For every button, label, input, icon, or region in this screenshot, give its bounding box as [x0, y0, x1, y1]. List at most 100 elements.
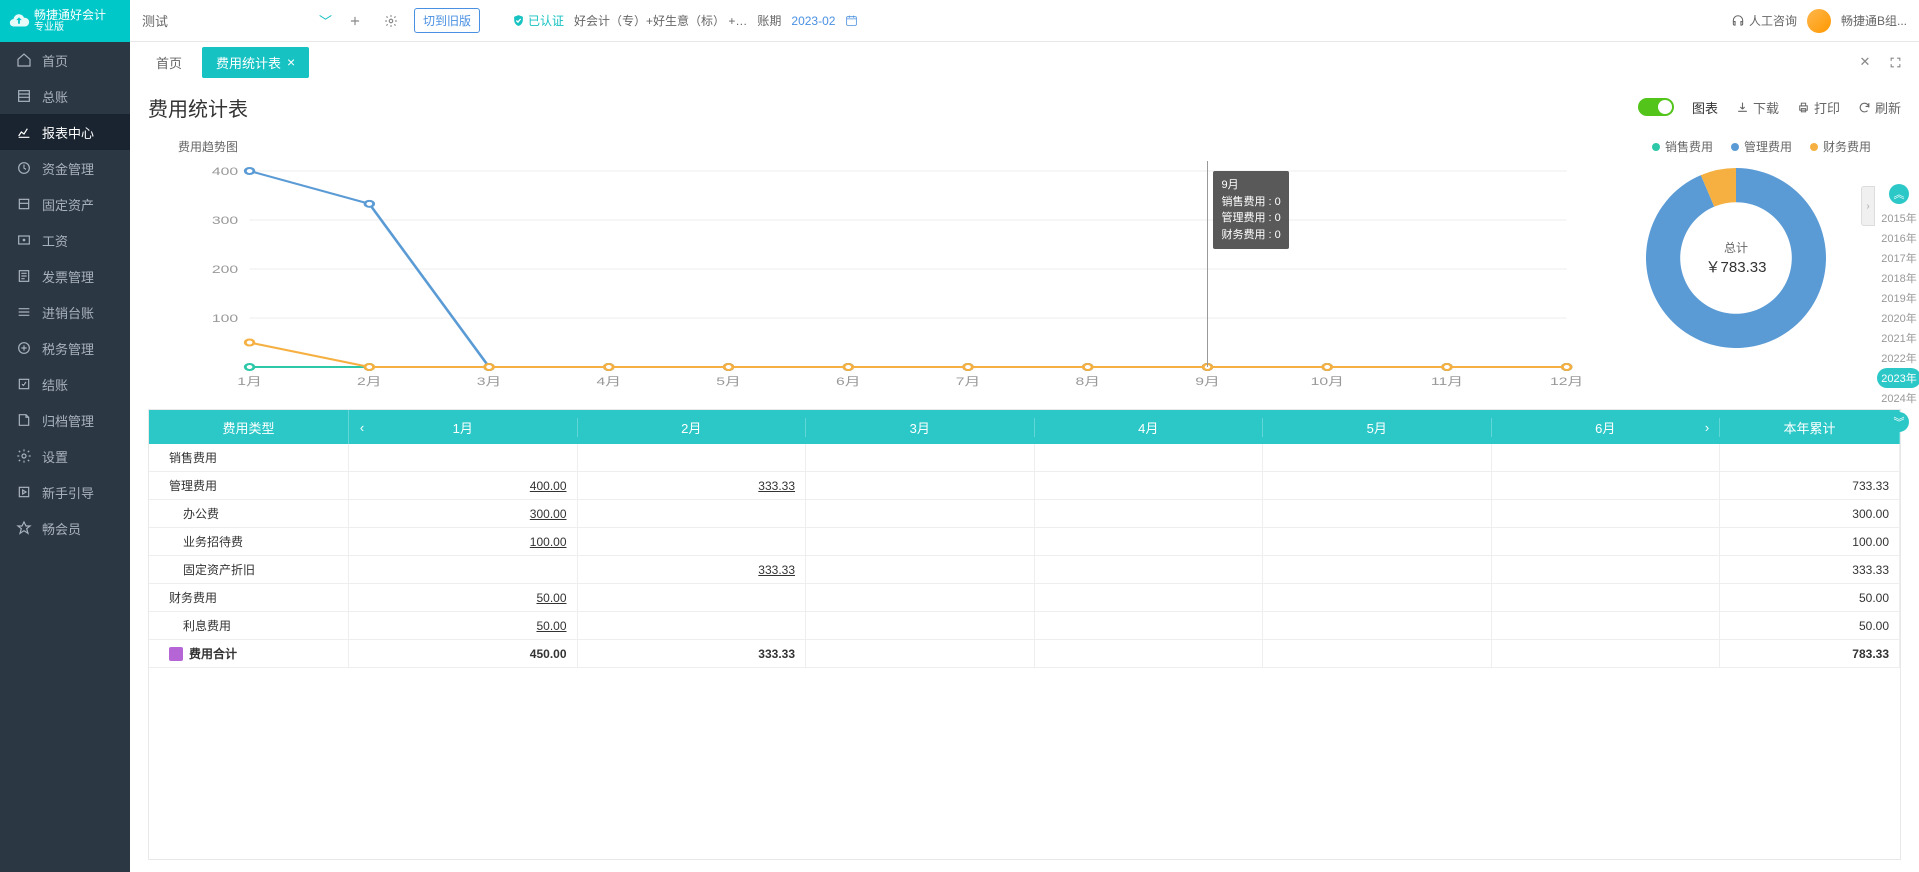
row-cell[interactable]: 300.00: [349, 500, 578, 527]
year-down-button[interactable]: ︾: [1889, 412, 1909, 432]
table-prev-button[interactable]: ‹: [349, 410, 375, 444]
legend-item[interactable]: 销售费用: [1652, 138, 1713, 155]
settings-button[interactable]: [378, 8, 404, 34]
company-select[interactable]: 测试 ﹀: [142, 11, 332, 30]
avatar[interactable]: [1807, 9, 1831, 33]
page-tabs: 首页费用统计表× ✕: [130, 42, 1919, 82]
row-cell: [578, 500, 807, 527]
legend-item[interactable]: 财务费用: [1810, 138, 1871, 155]
row-cell: [806, 500, 1035, 527]
row-cell: [1492, 556, 1721, 583]
year-button[interactable]: 2024年: [1877, 388, 1919, 408]
nav-icon: [16, 88, 32, 104]
th-month: 1月: [349, 418, 578, 437]
row-label: 办公费: [149, 500, 349, 527]
sidebar-item-10[interactable]: 归档管理: [0, 402, 130, 438]
download-button[interactable]: 下载: [1736, 98, 1779, 117]
table-next-button[interactable]: ›: [1694, 410, 1720, 444]
row-cell[interactable]: 400.00: [349, 472, 578, 499]
row-total: 100.00: [1720, 528, 1900, 555]
year-button[interactable]: 2017年: [1877, 248, 1919, 268]
sidebar-item-2[interactable]: 报表中心: [0, 114, 130, 150]
company-name: 测试: [142, 11, 168, 30]
expand-icon: [1889, 56, 1902, 69]
th-month: 4月: [1035, 418, 1264, 437]
calendar-icon[interactable]: [845, 14, 858, 27]
nav-icon: [16, 268, 32, 284]
fullscreen-button[interactable]: [1883, 50, 1907, 74]
tab-close-all-button[interactable]: ✕: [1853, 50, 1877, 74]
table-sum-row: 费用合计450.00333.33783.33: [149, 640, 1900, 668]
row-cell: [1035, 612, 1264, 639]
add-button[interactable]: [342, 8, 368, 34]
donut-center-label: 总计: [1724, 239, 1748, 256]
support-button[interactable]: 人工咨询: [1731, 12, 1797, 29]
row-cell[interactable]: 100.00: [349, 528, 578, 555]
th-month: 3月: [806, 418, 1035, 437]
year-button[interactable]: 2019年: [1877, 288, 1919, 308]
year-button[interactable]: 2015年: [1877, 208, 1919, 228]
sidebar-item-8[interactable]: 税务管理: [0, 330, 130, 366]
year-button[interactable]: 2023年: [1877, 368, 1919, 388]
sidebar-item-label: 工资: [42, 231, 68, 250]
rail-collapse-button[interactable]: ›: [1861, 186, 1875, 226]
brand-logo[interactable]: 畅捷通好会计 专业版: [0, 0, 130, 42]
sidebar-item-6[interactable]: 发票管理: [0, 258, 130, 294]
sidebar-item-7[interactable]: 进销台账: [0, 294, 130, 330]
row-cell[interactable]: 333.33: [578, 556, 807, 583]
close-icon[interactable]: ×: [287, 54, 295, 70]
row-cell: [806, 612, 1035, 639]
year-button[interactable]: 2021年: [1877, 328, 1919, 348]
period-value[interactable]: 2023-02: [791, 14, 835, 28]
row-cell: [1263, 444, 1492, 471]
sidebar-item-12[interactable]: 新手引导: [0, 474, 130, 510]
nav-icon: [16, 232, 32, 248]
row-cell[interactable]: 50.00: [349, 584, 578, 611]
switch-old-button[interactable]: 切到旧版: [414, 8, 480, 33]
print-button[interactable]: 打印: [1797, 98, 1840, 117]
verified-badge: 已认证: [512, 12, 564, 29]
topbar: 测试 ﹀ 切到旧版 已认证 好会计（专）+好生意（标） +… 账期 2023-0…: [130, 0, 1919, 42]
th-month: 5月: [1263, 418, 1492, 437]
row-cell: [806, 528, 1035, 555]
year-up-button[interactable]: ︽: [1889, 184, 1909, 204]
chart-toggle[interactable]: [1638, 98, 1674, 116]
user-name[interactable]: 畅捷通B组...: [1841, 12, 1907, 29]
nav-icon: [16, 340, 32, 356]
sum-icon: [169, 647, 183, 661]
download-icon: [1736, 101, 1749, 114]
tab-1[interactable]: 费用统计表×: [202, 47, 309, 78]
table-row: 销售费用: [149, 444, 1900, 472]
year-button[interactable]: 2022年: [1877, 348, 1919, 368]
nav-icon: [16, 520, 32, 536]
year-rail: ︽ 2015年2016年2017年2018年2019年2020年2021年202…: [1875, 182, 1919, 434]
row-label: 财务费用: [149, 584, 349, 611]
sidebar-item-9[interactable]: 结账: [0, 366, 130, 402]
row-cell: [1263, 528, 1492, 555]
row-cell: [578, 612, 807, 639]
sidebar-item-13[interactable]: 畅会员: [0, 510, 130, 546]
sidebar-item-3[interactable]: 资金管理: [0, 150, 130, 186]
row-label: 利息费用: [149, 612, 349, 639]
sidebar-item-0[interactable]: 首页: [0, 42, 130, 78]
row-cell[interactable]: 333.33: [578, 472, 807, 499]
donut-chart[interactable]: 总计 ￥783.33: [1641, 163, 1831, 353]
year-button[interactable]: 2016年: [1877, 228, 1919, 248]
legend-label: 财务费用: [1823, 138, 1871, 155]
sidebar-item-5[interactable]: 工资: [0, 222, 130, 258]
sidebar-item-1[interactable]: 总账: [0, 78, 130, 114]
year-button[interactable]: 2020年: [1877, 308, 1919, 328]
nav-icon: [16, 484, 32, 500]
sidebar-item-4[interactable]: 固定资产: [0, 186, 130, 222]
year-button[interactable]: 2018年: [1877, 268, 1919, 288]
legend-item[interactable]: 管理费用: [1731, 138, 1792, 155]
row-cell: [1492, 584, 1721, 611]
row-cell[interactable]: 50.00: [349, 612, 578, 639]
sidebar-item-11[interactable]: 设置: [0, 438, 130, 474]
refresh-button[interactable]: 刷新: [1858, 98, 1901, 117]
svg-text:6月: 6月: [836, 375, 861, 387]
line-chart[interactable]: 1002003004001月2月3月4月5月6月7月8月9月10月11月12月 …: [178, 161, 1581, 391]
svg-text:9月: 9月: [1195, 375, 1220, 387]
sidebar-item-label: 首页: [42, 51, 68, 70]
tab-0[interactable]: 首页: [142, 47, 196, 78]
